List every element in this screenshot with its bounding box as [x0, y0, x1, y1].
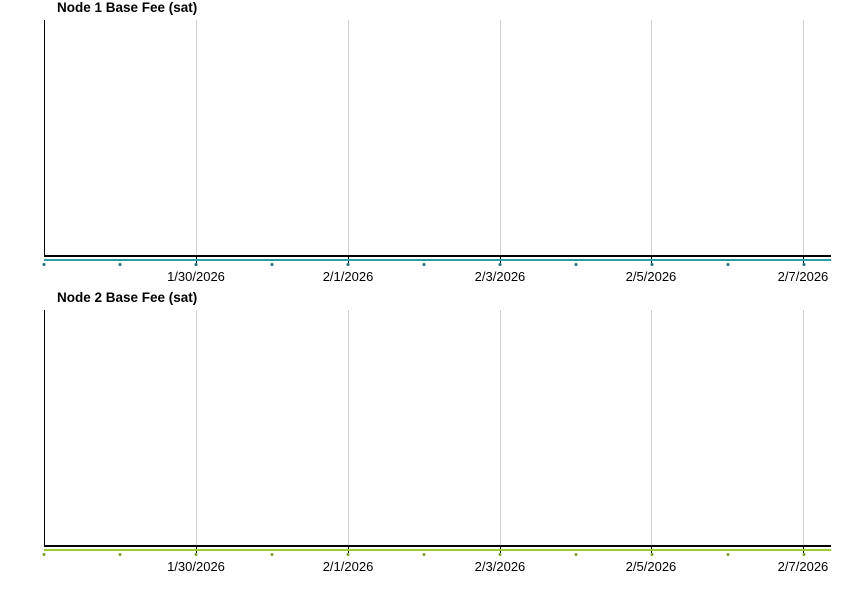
- data-point-marker: [194, 552, 198, 556]
- data-point-marker: [802, 262, 806, 266]
- chart-node-2-base-fee: Node 2 Base Fee (sat) 1/30/2026 2/1/2026…: [0, 290, 860, 580]
- gridline: [499, 310, 501, 547]
- data-point-marker: [422, 552, 426, 556]
- x-tick-label: 2/5/2026: [625, 559, 677, 574]
- y-axis-line: [44, 20, 45, 257]
- data-point-marker: [346, 552, 350, 556]
- gridline: [196, 310, 197, 547]
- x-tick-label: 2/7/2026: [777, 559, 829, 574]
- gridline: [196, 20, 197, 257]
- data-point-marker: [650, 552, 654, 556]
- data-point-marker: [270, 552, 274, 556]
- data-point-marker: [422, 262, 426, 266]
- data-point-marker: [574, 262, 578, 266]
- data-point-marker: [118, 552, 122, 556]
- x-tick-label: 2/1/2026: [322, 269, 374, 284]
- data-point-marker: [346, 262, 350, 266]
- x-axis-line: [44, 545, 831, 547]
- data-point-marker: [650, 262, 654, 266]
- y-axis-line: [44, 310, 45, 547]
- x-axis-line: [44, 255, 831, 257]
- data-point-marker: [42, 262, 46, 266]
- data-point-marker: [574, 552, 578, 556]
- x-tick-label: 1/30/2026: [167, 559, 225, 574]
- chart-node-1-base-fee: Node 1 Base Fee (sat) 1/30/2026 2/1/2026…: [0, 0, 860, 290]
- gridline: [802, 310, 804, 547]
- data-point-marker: [498, 262, 502, 266]
- data-point-marker: [42, 552, 46, 556]
- plot-area: 1/30/2026 2/1/2026 2/3/2026 2/5/2026 2/7…: [42, 20, 831, 284]
- data-point-marker: [726, 552, 730, 556]
- gridline: [802, 20, 804, 257]
- data-point-marker: [726, 262, 730, 266]
- x-tick-label: 2/7/2026: [777, 269, 829, 284]
- plot-area: 1/30/2026 2/1/2026 2/3/2026 2/5/2026 2/7…: [42, 310, 831, 574]
- data-point-marker: [194, 262, 198, 266]
- chart-title: Node 1 Base Fee (sat): [57, 0, 198, 15]
- x-tick-label: 2/1/2026: [322, 559, 374, 574]
- x-tick-label: 1/30/2026: [167, 269, 225, 284]
- x-tick-label: 2/5/2026: [625, 269, 677, 284]
- x-tick-label: 2/3/2026: [474, 269, 526, 284]
- series-line-node-2: [42, 549, 831, 556]
- data-point-marker: [270, 262, 274, 266]
- series-line-node-1: [42, 259, 831, 266]
- gridline: [650, 20, 652, 257]
- gridline: [348, 20, 349, 257]
- gridline: [499, 20, 501, 257]
- x-tick-label: 2/3/2026: [474, 559, 526, 574]
- data-point-marker: [498, 552, 502, 556]
- data-point-marker: [118, 262, 122, 266]
- gridline: [650, 310, 652, 547]
- data-point-marker: [802, 552, 806, 556]
- chart-title: Node 2 Base Fee (sat): [57, 290, 198, 305]
- gridline: [348, 310, 349, 547]
